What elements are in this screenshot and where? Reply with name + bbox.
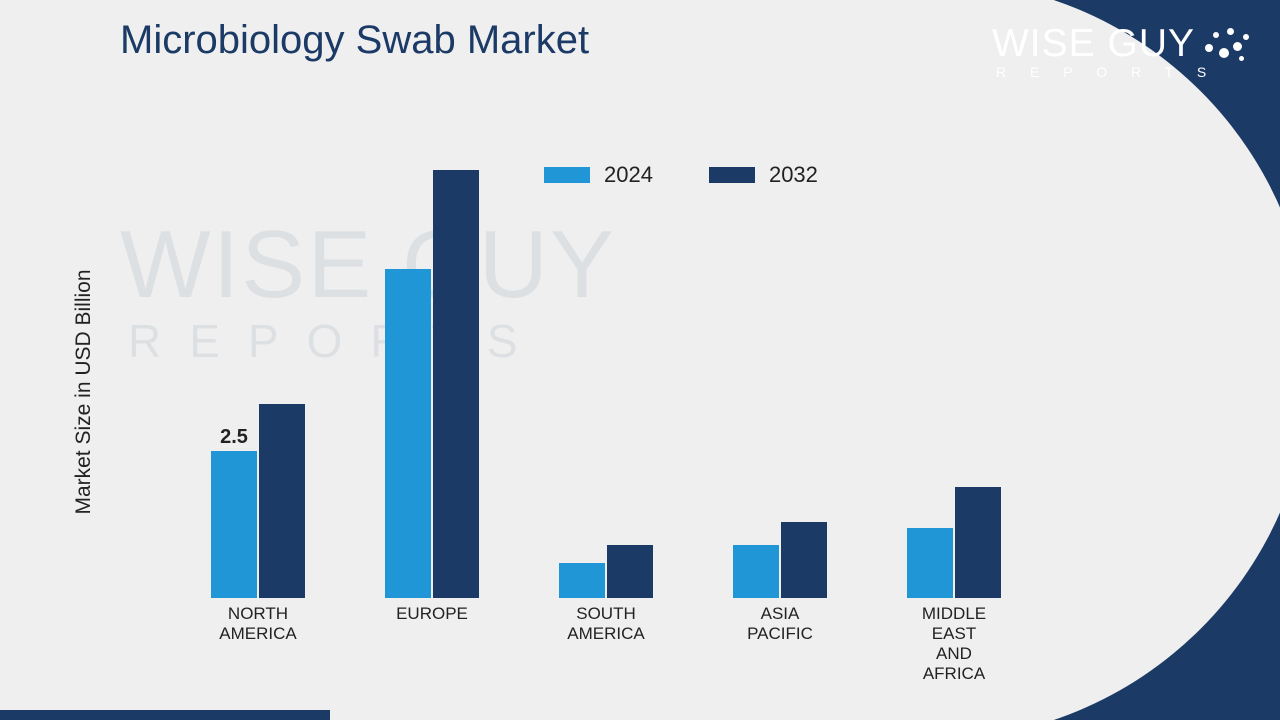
bar (259, 404, 305, 598)
x-tick-label: EUROPE (372, 604, 492, 624)
bar (433, 170, 479, 598)
chart-title: Microbiology Swab Market (120, 18, 589, 63)
brand-name-bottom: R E P O R T S (992, 64, 1258, 80)
infographic-canvas: WISE GUY R E P O R T S WISE GUY REPORTS … (0, 0, 1280, 720)
bottom-accent-bar (0, 710, 330, 720)
bar (211, 451, 257, 598)
brand-logo: WISE GUY R E P O R T S (992, 22, 1258, 80)
x-axis-labels: NORTHAMERICA EUROPE SOUTHAMERICA ASIAPACIFI… (152, 604, 972, 694)
bar-group (559, 545, 653, 598)
logo-dots-icon (1201, 22, 1255, 66)
x-tick-label: SOUTHAMERICA (546, 604, 666, 644)
bar (907, 528, 953, 598)
bar (733, 545, 779, 598)
bar (385, 269, 431, 598)
brand-name-top: WISE GUY (992, 22, 1195, 66)
bar (607, 545, 653, 598)
bar-group (733, 522, 827, 598)
y-axis-label: Market Size in USD Billion (72, 182, 96, 602)
plot-area: 2.5 (152, 158, 972, 598)
bar-group (907, 487, 1001, 598)
chart-area: Market Size in USD Billion 2.5 NORTHAMER… (56, 148, 986, 698)
bar (781, 522, 827, 598)
bar (955, 487, 1001, 598)
bar-group (385, 170, 479, 598)
bar (559, 563, 605, 598)
x-tick-label: MIDDLEEASTANDAFRICA (894, 604, 1014, 684)
x-tick-label: NORTHAMERICA (198, 604, 318, 644)
x-tick-label: ASIAPACIFIC (720, 604, 840, 644)
value-label: 2.5 (220, 426, 248, 449)
